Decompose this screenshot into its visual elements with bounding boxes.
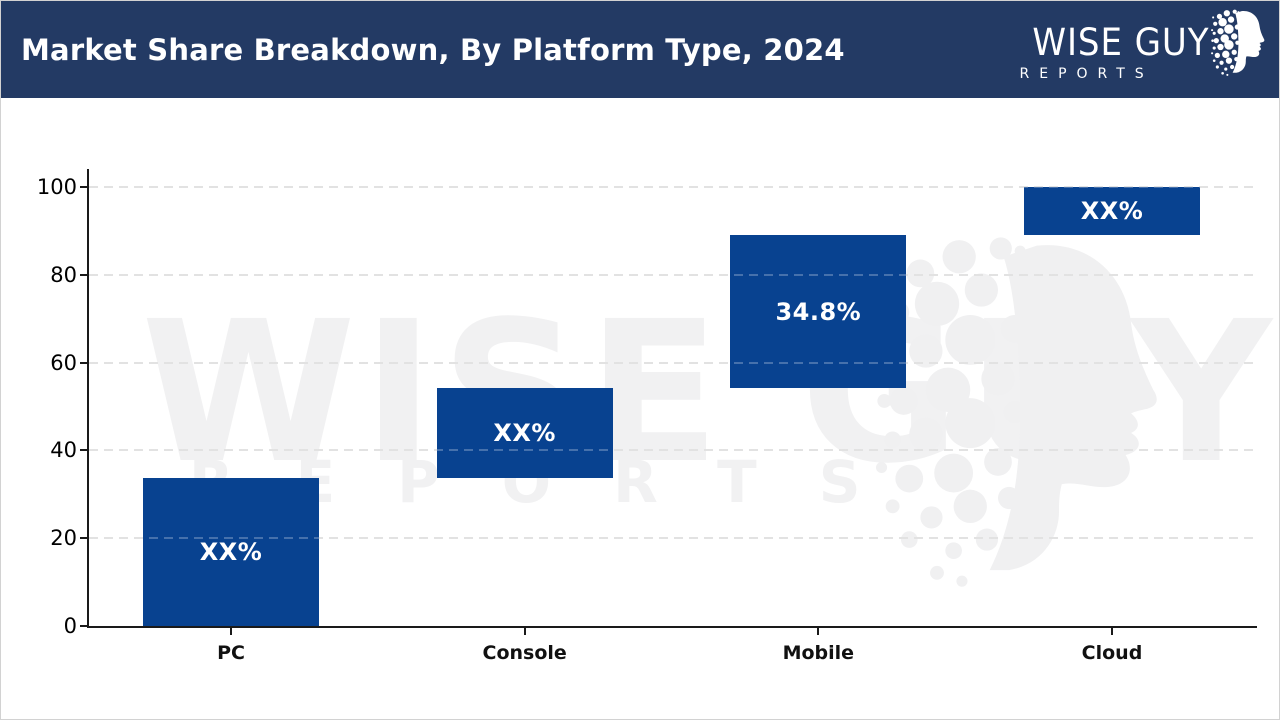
gridline-overlay	[89, 449, 1257, 452]
y-tick-mark	[80, 625, 88, 627]
bar-console: XX%	[436, 388, 613, 478]
y-tick-mark	[80, 537, 88, 540]
x-tick-label: PC	[217, 642, 245, 664]
y-tick-mark	[80, 273, 88, 276]
bar-value-label: 34.8%	[775, 297, 862, 326]
x-tick-mark	[230, 628, 232, 635]
y-tick-label: 80	[50, 262, 77, 287]
brand-logo-head-icon	[1211, 9, 1265, 76]
bar-cloud: XX%	[1024, 187, 1200, 236]
x-tick-label: Mobile	[782, 642, 855, 664]
y-tick-label: 40	[50, 438, 77, 463]
x-tick-mark	[1111, 628, 1113, 635]
gridline	[89, 449, 1257, 452]
y-tick-mark	[80, 186, 88, 188]
y-tick-label: 100	[36, 175, 77, 199]
gridline-overlay	[89, 273, 1257, 276]
gridline	[89, 186, 1257, 188]
watermark-head-icon	[876, 237, 1157, 587]
bar-value-label: XX%	[1080, 197, 1144, 226]
x-axis-spine	[87, 626, 1257, 628]
gridline	[89, 273, 1257, 276]
x-tick-label: Console	[482, 642, 567, 664]
bar-value-label: XX%	[493, 418, 556, 447]
x-tick-mark	[523, 628, 526, 635]
y-tick-label: 60	[50, 350, 77, 375]
bar-mobile: 34.8%	[730, 235, 907, 389]
gridline-overlay	[89, 186, 1257, 188]
brand-logo: WISE GUY REPORTS	[1017, 8, 1269, 87]
header-bar: Market Share Breakdown, By Platform Type…	[1, 1, 1279, 98]
chart-title: Market Share Breakdown, By Platform Type…	[21, 32, 845, 67]
y-tick-mark	[80, 361, 88, 364]
brand-logo-wordmark: WISE GUY	[1031, 21, 1209, 64]
y-tick-label: 20	[50, 526, 77, 551]
gridline	[89, 537, 1257, 540]
bar-value-label: XX%	[199, 537, 263, 566]
y-tick-mark	[80, 449, 88, 452]
brand-logo-text: WISE GUY REPORTS	[1017, 21, 1209, 83]
y-tick-label: 0	[63, 614, 77, 638]
brand-logo-reports-text: REPORTS	[1019, 66, 1154, 82]
y-axis-spine	[87, 169, 89, 628]
bar-pc: XX%	[143, 477, 319, 626]
gridline-overlay	[89, 537, 1257, 540]
x-tick-label: Cloud	[1081, 642, 1143, 664]
x-tick-mark	[817, 628, 820, 635]
gridline-overlay	[89, 361, 1257, 364]
gridline	[89, 361, 1257, 364]
